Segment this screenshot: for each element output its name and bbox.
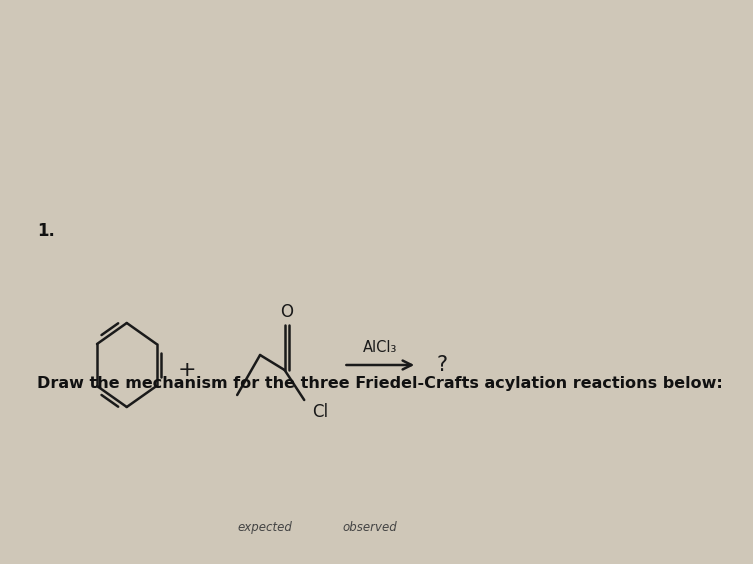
Text: 1.: 1. [37, 222, 55, 240]
Text: +: + [177, 360, 196, 380]
Text: expected: expected [237, 521, 292, 534]
Text: Cl: Cl [312, 403, 328, 421]
Text: Draw the mechanism for the three Friedel-Crafts acylation reactions below:: Draw the mechanism for the three Friedel… [37, 376, 723, 391]
Text: O: O [279, 303, 293, 321]
Text: observed: observed [342, 521, 397, 534]
Text: ?: ? [436, 355, 447, 375]
Text: AlCl₃: AlCl₃ [363, 340, 398, 355]
